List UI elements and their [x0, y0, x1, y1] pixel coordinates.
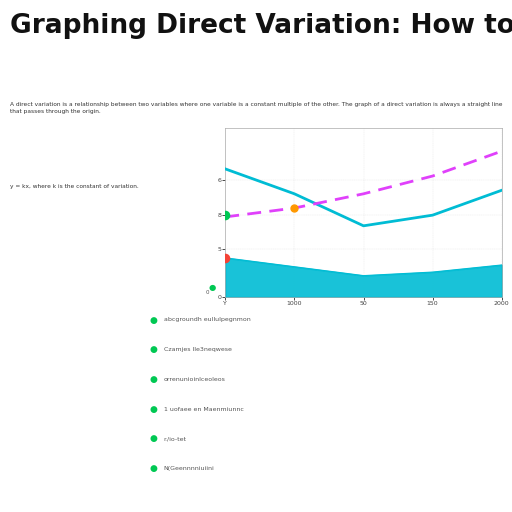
- Text: abcgroundh eullulpegnmon: abcgroundh eullulpegnmon: [164, 317, 250, 323]
- Text: N(Geennnniuiini: N(Geennnniuiini: [164, 466, 215, 471]
- Text: 1 uofaee en Maenmiunnc: 1 uofaee en Maenmiunnc: [164, 407, 244, 412]
- Text: y = kx, where k is the constant of variation.: y = kx, where k is the constant of varia…: [10, 184, 139, 189]
- Point: [221, 254, 229, 262]
- Text: ●: ●: [150, 434, 158, 443]
- Text: ●: ●: [209, 283, 216, 292]
- Text: ●: ●: [150, 404, 158, 414]
- Text: ●: ●: [150, 464, 158, 473]
- Text: 0: 0: [206, 290, 209, 295]
- Point: [290, 204, 298, 212]
- Text: Czamjes lle3neqwese: Czamjes lle3neqwese: [164, 347, 232, 352]
- Text: A direct variation is a relationship between two variables where one variable is: A direct variation is a relationship bet…: [10, 102, 503, 114]
- Text: ●: ●: [150, 315, 158, 325]
- Text: Graphing Direct Variation: How to Identify Functionality: Graphing Direct Variation: How to Identi…: [10, 13, 512, 39]
- Text: ●: ●: [150, 375, 158, 384]
- Point: [221, 211, 229, 219]
- Text: orrenunioinlceoleos: orrenunioinlceoleos: [164, 377, 226, 382]
- Text: ●: ●: [150, 345, 158, 354]
- Text: r./io-tet: r./io-tet: [164, 436, 187, 441]
